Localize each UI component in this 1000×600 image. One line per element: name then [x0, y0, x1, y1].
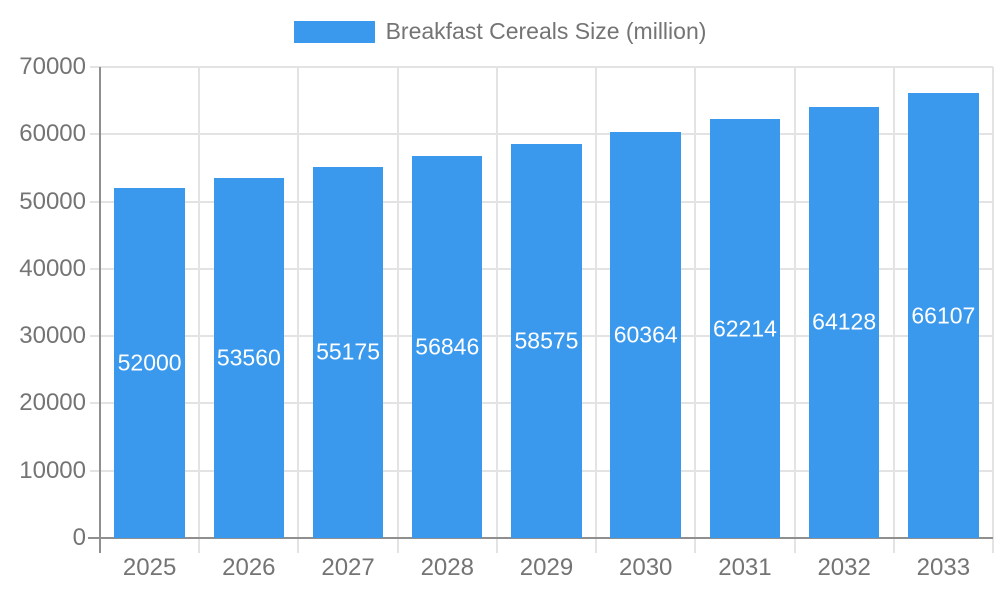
y-axis-tick-label: 60000 — [19, 120, 86, 148]
x-axis-tick-label: 2028 — [420, 554, 474, 581]
gridline-vertical — [793, 67, 796, 553]
gridline-vertical — [297, 67, 300, 553]
gridline-vertical — [694, 67, 697, 553]
x-axis-tick-label: 2029 — [519, 554, 574, 581]
bar[interactable]: 64128 — [808, 106, 880, 538]
x-axis-line — [88, 537, 993, 539]
x-axis-tick-label: 2025 — [122, 554, 177, 581]
bar-value-label: 66107 — [911, 302, 976, 329]
x-axis-tick-label: 2030 — [619, 554, 673, 581]
y-axis-tick-label: 30000 — [19, 322, 86, 350]
y-axis-tick-label: 50000 — [19, 187, 86, 215]
bar[interactable]: 56846 — [412, 155, 483, 538]
x-axis-tick-label: 2033 — [916, 554, 971, 581]
bar-value-label: 62214 — [712, 315, 777, 342]
bar-value-label: 56846 — [415, 333, 480, 360]
bar-value-label: 55175 — [316, 338, 381, 365]
x-axis-labels: 2025 2026 2027 2028 2029 2030 2031 2032 2033 — [100, 551, 993, 585]
bar-value-label: 52000 — [117, 349, 182, 376]
gridline-vertical — [495, 67, 498, 553]
bar-value-label: 64128 — [812, 308, 877, 335]
bar[interactable]: 55175 — [312, 166, 384, 538]
gridline-vertical — [595, 67, 598, 553]
gridline-horizontal — [90, 133, 993, 136]
plot-area: 52000 53560 55175 56846 58575 60364 62214 64128… — [88, 66, 994, 553]
y-axis-tick-label: 10000 — [19, 456, 86, 484]
x-axis-tick-label: 2032 — [817, 554, 871, 581]
bar-value-label: 60364 — [613, 321, 678, 348]
y-axis-tick-label: 20000 — [19, 389, 86, 417]
gridline-vertical — [396, 67, 399, 553]
y-axis-labels: 0 10000 20000 30000 40000 50000 60000 70000 — [0, 53, 86, 551]
bar[interactable]: 58575 — [511, 143, 582, 538]
bar[interactable]: 60364 — [610, 131, 681, 538]
y-axis-tick-label: 70000 — [19, 53, 86, 80]
gridline-horizontal — [90, 66, 993, 68]
x-axis-tick-label: 2026 — [222, 554, 276, 581]
y-axis-line — [99, 67, 101, 553]
bar[interactable]: 66107 — [908, 93, 979, 538]
bar[interactable]: 52000 — [114, 188, 185, 538]
bar-value-label: 58575 — [514, 327, 579, 354]
x-axis-tick-label: 2027 — [321, 554, 375, 581]
bar[interactable]: 62214 — [709, 119, 781, 538]
legend[interactable]: Breakfast Cereals Size (million) — [0, 18, 1000, 45]
x-axis-tick-label: 2031 — [718, 554, 772, 581]
gridline-vertical — [198, 67, 201, 553]
gridline-vertical — [892, 67, 895, 553]
y-axis-tick-label: 40000 — [19, 254, 86, 282]
bar-value-label: 53560 — [216, 344, 281, 371]
y-axis-tick-label: 0 — [72, 524, 86, 551]
legend-label: Breakfast Cereals Size (million) — [385, 18, 707, 44]
legend-swatch — [293, 20, 375, 43]
bar[interactable]: 53560 — [213, 177, 285, 538]
gridline-vertical — [992, 67, 994, 553]
